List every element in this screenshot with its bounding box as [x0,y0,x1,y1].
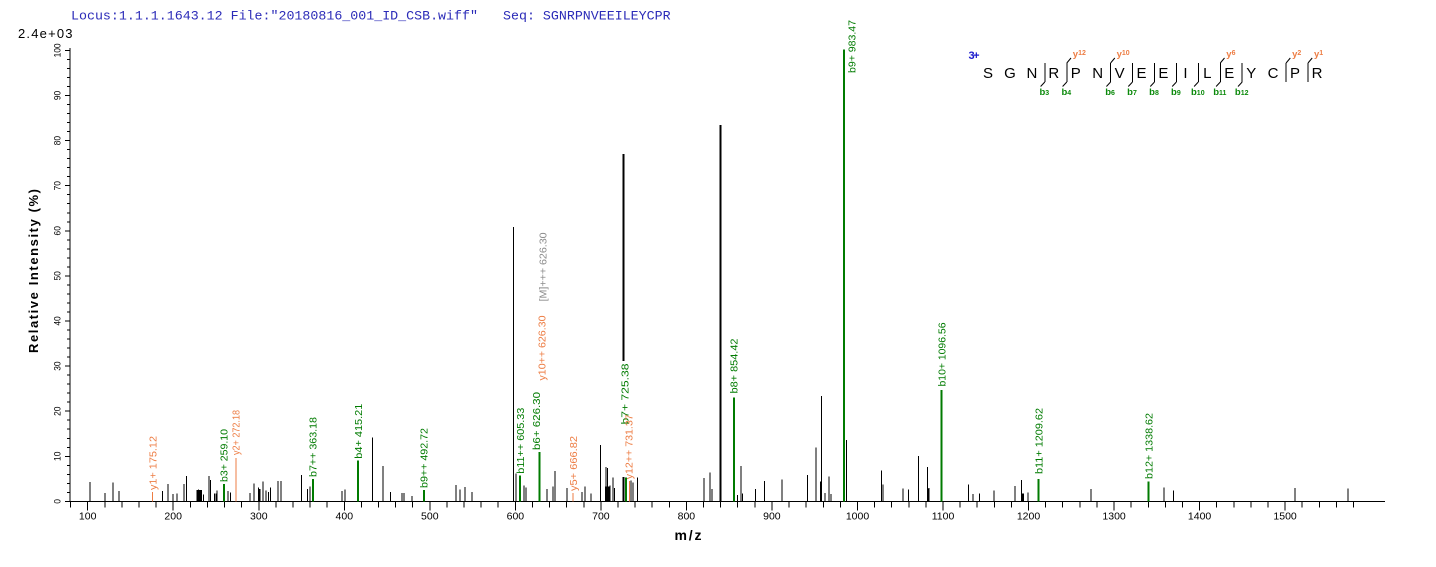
svg-text:y6: y6 [1226,49,1235,60]
svg-text:Locus:1.1.1.1643.12 File:"2018: Locus:1.1.1.1643.12 File:"20180816_001_I… [71,9,478,24]
svg-text:E: E [1224,65,1234,82]
svg-text:30: 30 [53,361,64,370]
svg-text:N: N [1026,65,1037,82]
svg-text:P: P [1071,65,1081,82]
svg-text:N: N [1092,65,1103,82]
svg-text:20: 20 [53,407,64,416]
svg-text:Y: Y [1246,65,1256,82]
svg-text:y12: y12 [1073,49,1086,60]
svg-text:50: 50 [53,271,64,280]
svg-text:1000: 1000 [846,511,870,523]
svg-text:b9+ 983.47: b9+ 983.47 [848,20,859,73]
svg-text:1500: 1500 [1273,511,1297,523]
svg-text:y12++ 731.37: y12++ 731.37 [624,414,635,479]
svg-text:600: 600 [507,511,525,523]
svg-text:y1+ 175.12: y1+ 175.12 [148,436,159,490]
svg-text:L: L [1203,65,1211,82]
svg-text:b12: b12 [1235,87,1249,98]
svg-text:E: E [1136,65,1146,82]
svg-text:P: P [1290,65,1300,82]
svg-text:y2: y2 [1292,49,1301,60]
svg-text:Relative Intensity (%): Relative Intensity (%) [26,189,41,353]
svg-text:3+: 3+ [969,50,980,62]
svg-text:b9: b9 [1171,87,1181,98]
svg-text:1400: 1400 [1188,511,1212,523]
svg-text:b3+ 259.10: b3+ 259.10 [220,429,231,482]
svg-text:b12+ 1338.62: b12+ 1338.62 [1145,413,1156,479]
svg-text:400: 400 [336,511,354,523]
svg-text:R: R [1312,65,1323,82]
svg-text:b11: b11 [1213,87,1226,98]
svg-text:b6: b6 [1105,87,1115,98]
svg-text:b10: b10 [1191,87,1205,98]
svg-text:b9++ 492.72: b9++ 492.72 [420,428,431,488]
svg-text:Seq: SGNRPNVEEILEYCPR: Seq: SGNRPNVEEILEYCPR [503,9,671,24]
svg-text:E: E [1158,65,1168,82]
svg-text:b4+ 415.21: b4+ 415.21 [354,403,365,458]
svg-text:y10++ 626.30: y10++ 626.30 [537,315,548,380]
svg-text:b7++ 363.18: b7++ 363.18 [309,417,320,477]
svg-text:y10: y10 [1117,49,1130,60]
svg-text:y5+ 666.82: y5+ 666.82 [569,436,580,491]
svg-text:100: 100 [53,43,64,57]
svg-text:300: 300 [250,511,268,523]
svg-text:500: 500 [421,511,439,523]
svg-text:[M]+++ 626.30: [M]+++ 626.30 [538,232,549,301]
svg-text:m/z: m/z [675,527,702,543]
svg-text:b8: b8 [1149,87,1159,98]
svg-text:y1: y1 [1314,49,1323,60]
svg-text:b8+ 854.42: b8+ 854.42 [730,338,741,393]
svg-text:b11++ 605.33: b11++ 605.33 [516,407,527,473]
svg-text:40: 40 [53,316,64,325]
svg-text:I: I [1183,65,1187,82]
svg-text:y2+ 272.18: y2+ 272.18 [232,410,243,455]
svg-text:900: 900 [763,511,781,523]
svg-text:b11+ 1209.62: b11+ 1209.62 [1035,408,1046,474]
svg-text:60: 60 [53,226,64,235]
svg-text:10: 10 [53,452,64,461]
svg-text:0: 0 [53,499,64,504]
svg-text:2.4e+03: 2.4e+03 [18,26,73,41]
svg-text:1200: 1200 [1017,511,1041,523]
svg-text:C: C [1268,65,1279,82]
svg-text:90: 90 [53,91,64,100]
svg-text:b3: b3 [1039,87,1049,98]
svg-text:b7: b7 [1127,87,1137,98]
svg-text:800: 800 [678,511,696,523]
svg-text:200: 200 [164,511,182,523]
svg-text:100: 100 [79,511,97,523]
svg-text:S: S [983,65,993,82]
svg-text:R: R [1048,65,1059,82]
svg-text:70: 70 [53,181,64,190]
svg-text:V: V [1115,65,1125,82]
svg-text:b4: b4 [1061,87,1071,98]
svg-text:80: 80 [53,136,64,145]
svg-text:1300: 1300 [1102,511,1126,523]
svg-text:700: 700 [592,511,610,523]
svg-text:b10+ 1096.56: b10+ 1096.56 [937,322,948,386]
svg-text:1100: 1100 [932,511,955,523]
svg-text:G: G [1004,65,1016,82]
svg-text:b6+ 626.30: b6+ 626.30 [532,392,543,450]
svg-text:b7+ 725.38: b7+ 725.38 [621,363,632,424]
